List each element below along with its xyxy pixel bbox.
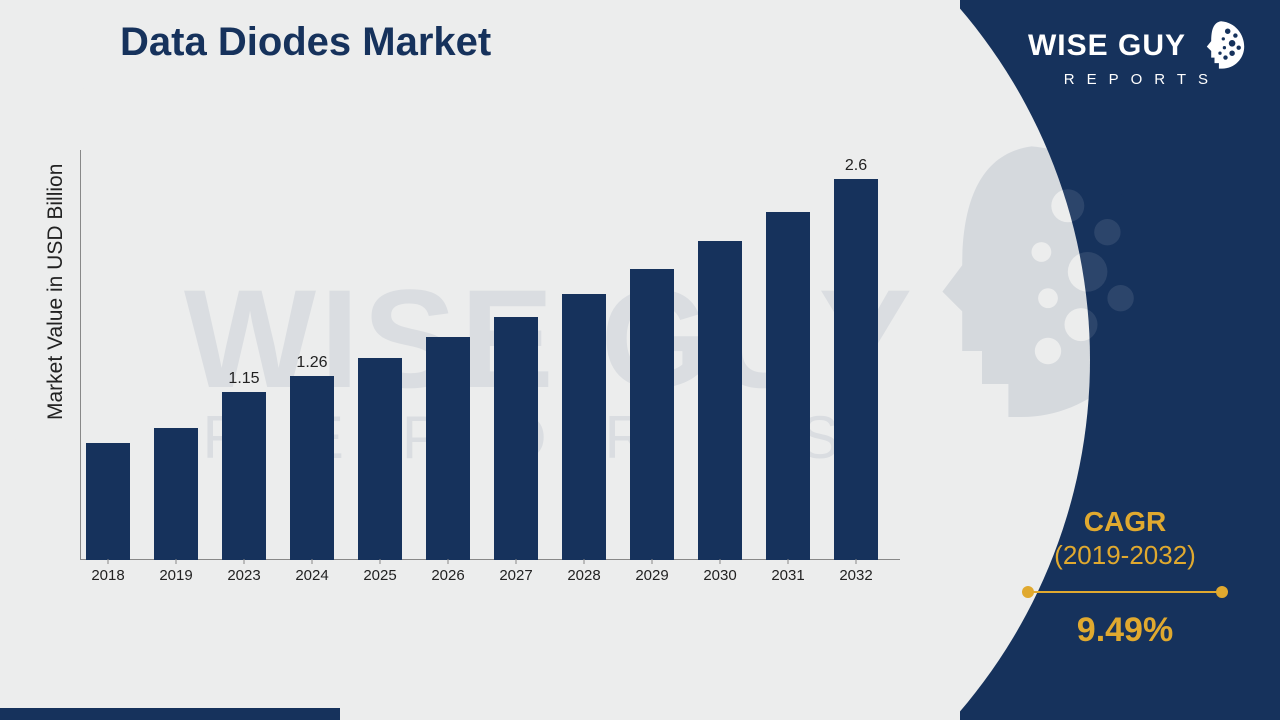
- cagr-divider: [1028, 591, 1222, 593]
- x-tick-mark: [312, 559, 313, 564]
- x-tick-label: 2026: [431, 567, 464, 584]
- x-tick-mark: [652, 559, 653, 564]
- bar-rect: [698, 241, 742, 560]
- x-tick-mark: [448, 559, 449, 564]
- x-tick-label: 2030: [703, 567, 736, 584]
- bar-rect: [358, 358, 402, 560]
- bar-rect: [154, 428, 198, 560]
- bar-value-label: 1.15: [228, 370, 259, 388]
- cagr-label: CAGR: [1010, 506, 1240, 538]
- bar-value-label: 2.6: [845, 157, 867, 175]
- plot-area: 1.15 1.26 2.6: [80, 150, 900, 560]
- cagr-block: CAGR (2019-2032) 9.49%: [1010, 506, 1240, 650]
- bar-2026: [426, 337, 470, 560]
- bar-rect: [426, 337, 470, 560]
- bar-2019: [154, 428, 198, 560]
- bar-rect: [766, 212, 810, 561]
- bar-2025: [358, 358, 402, 560]
- x-tick-mark: [720, 559, 721, 564]
- x-tick-label: 2024: [295, 567, 328, 584]
- bar-value-label: 1.26: [296, 354, 327, 372]
- logo-text-main: WISE GUY: [1028, 29, 1186, 63]
- x-tick-label: 2023: [227, 567, 260, 584]
- y-axis-label: Market Value in USD Billion: [44, 164, 68, 420]
- bar-rect: [562, 294, 606, 561]
- bar-2032: 2.6: [834, 179, 878, 560]
- bar-2018: [86, 443, 130, 560]
- logo-head-icon: [1190, 18, 1250, 73]
- x-tick-label: 2027: [499, 567, 532, 584]
- logo-main-row: WISE GUY: [1028, 18, 1250, 73]
- bar-rect: [86, 443, 130, 560]
- x-tick-mark: [244, 559, 245, 564]
- bar-2029: [630, 269, 674, 560]
- cagr-value: 9.49%: [1010, 611, 1240, 650]
- x-tick-mark: [516, 559, 517, 564]
- x-tick-label: 2031: [771, 567, 804, 584]
- x-tick-mark: [584, 559, 585, 564]
- x-tick-label: 2019: [159, 567, 192, 584]
- bar-2031: [766, 212, 810, 561]
- cagr-period: (2019-2032): [1010, 540, 1240, 571]
- bar-rect: [834, 179, 878, 560]
- bar-rect: [290, 376, 334, 561]
- x-tick-label: 2025: [363, 567, 396, 584]
- bar-rect: [222, 392, 266, 560]
- x-tick-label: 2028: [567, 567, 600, 584]
- chart-title: Data Diodes Market: [120, 20, 491, 65]
- x-tick-mark: [856, 559, 857, 564]
- bar-rect: [494, 317, 538, 560]
- bar-rect: [630, 269, 674, 560]
- bar-2028: [562, 294, 606, 561]
- chart-infographic: WISE GUY REPORTS Data Diodes Market WISE…: [0, 0, 1280, 720]
- bar-2030: [698, 241, 742, 560]
- x-tick-mark: [108, 559, 109, 564]
- x-tick-mark: [380, 559, 381, 564]
- bar-2027: [494, 317, 538, 560]
- bar-chart: 1.15 1.26 2.6 2018 2019 2023 2024 2025 2026 2027…: [80, 150, 900, 590]
- x-tick-label: 2018: [91, 567, 124, 584]
- bar-2023: 1.15: [222, 392, 266, 560]
- bottom-accent-strip: [0, 708, 340, 720]
- x-tick-label: 2032: [839, 567, 872, 584]
- x-tick-label: 2029: [635, 567, 668, 584]
- brand-logo: WISE GUY REPORTS: [1028, 18, 1250, 88]
- x-tick-mark: [176, 559, 177, 564]
- bar-2024: 1.26: [290, 376, 334, 561]
- x-tick-mark: [788, 559, 789, 564]
- logo-text-sub: REPORTS: [1028, 71, 1220, 88]
